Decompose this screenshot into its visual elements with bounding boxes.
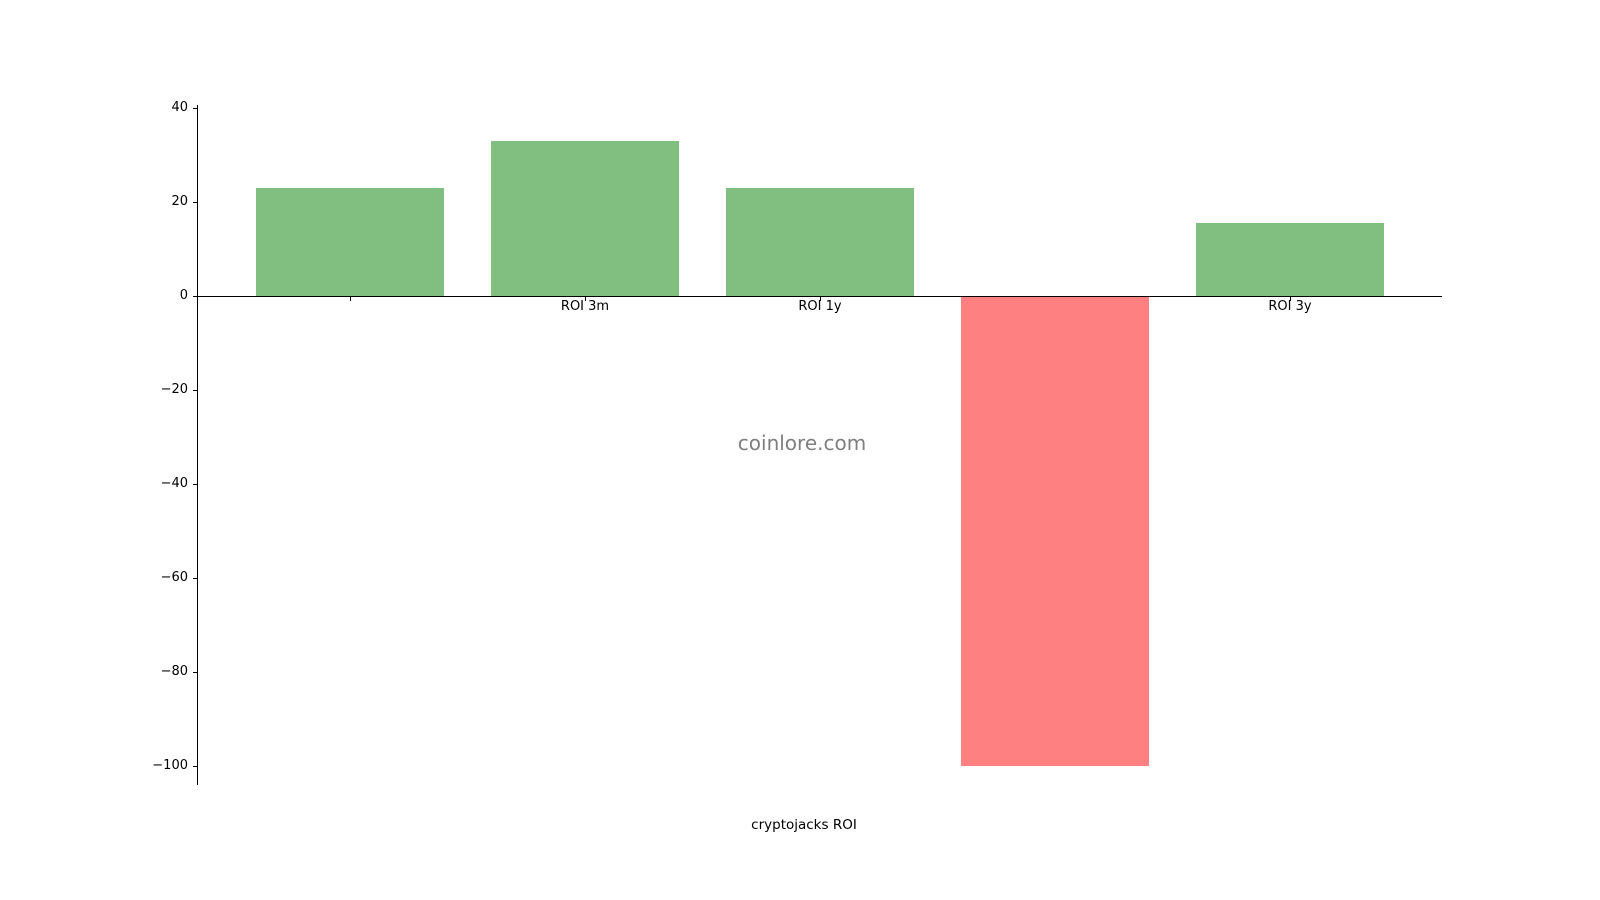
y-tick-mark: [193, 578, 197, 579]
x-tick-mark: [1290, 296, 1291, 301]
y-axis-spine: [197, 105, 198, 785]
x-tick-mark: [820, 296, 821, 301]
bar-series-4: [961, 296, 1149, 766]
y-tick-label: 20: [171, 194, 188, 209]
y-tick-label: −80: [160, 664, 188, 679]
y-tick-mark: [193, 390, 197, 391]
bar-roi-3y: [1196, 223, 1384, 296]
x-tick-label: ROI 3y: [1268, 299, 1312, 314]
y-tick-mark: [193, 108, 197, 109]
y-tick-mark: [193, 296, 197, 297]
x-tick-label: ROI 1y: [798, 299, 842, 314]
y-tick-label: 40: [171, 100, 188, 115]
y-tick-label: −60: [160, 570, 188, 585]
x-tick-mark: [350, 296, 351, 301]
y-tick-label: −40: [160, 476, 188, 491]
y-tick-mark: [193, 484, 197, 485]
y-tick-mark: [193, 202, 197, 203]
y-tick-label: 0: [179, 288, 188, 303]
x-axis-line: [197, 296, 1442, 297]
y-tick-mark: [193, 672, 197, 673]
x-tick-mark: [585, 296, 586, 301]
x-tick-label: ROI 3m: [560, 299, 610, 314]
y-tick-label: −20: [160, 382, 188, 397]
y-tick-mark: [193, 766, 197, 767]
bar-series-1: [256, 187, 444, 296]
bar-roi-3m: [491, 140, 679, 296]
y-tick-label: −100: [152, 758, 188, 773]
watermark: coinlore.com: [737, 431, 867, 455]
bar-roi-1y: [726, 187, 914, 296]
chart-title: cryptojacks ROI: [751, 817, 857, 833]
